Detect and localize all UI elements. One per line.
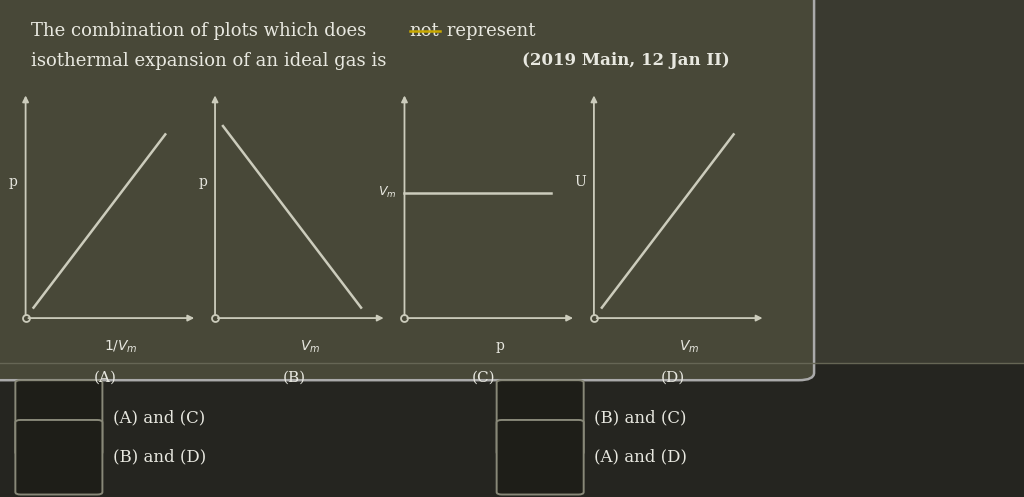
Text: $V_m$: $V_m$: [378, 185, 396, 200]
Text: (A) and (C): (A) and (C): [113, 409, 205, 426]
Bar: [0, 363, 1024, 497]
FancyBboxPatch shape: [497, 420, 584, 495]
Text: (B) and (D): (B) and (D): [113, 449, 206, 466]
Text: isothermal expansion of an ideal gas is: isothermal expansion of an ideal gas is: [31, 52, 386, 70]
FancyBboxPatch shape: [15, 420, 102, 495]
Text: represent: represent: [441, 22, 536, 40]
Text: (D): (D): [662, 370, 685, 384]
Text: The combination of plots which does: The combination of plots which does: [31, 22, 372, 40]
Text: c.: c.: [51, 449, 67, 466]
Text: p: p: [9, 175, 17, 189]
FancyBboxPatch shape: [15, 380, 102, 455]
Text: (A): (A): [93, 370, 117, 384]
Text: $V_m$: $V_m$: [300, 339, 321, 355]
Text: (A) and (D): (A) and (D): [594, 449, 687, 466]
Text: p: p: [199, 175, 207, 189]
Text: d.: d.: [532, 449, 548, 466]
Text: a.: a.: [51, 409, 67, 426]
Text: (C): (C): [472, 370, 496, 384]
Text: (B): (B): [283, 370, 306, 384]
Text: $1/V_m$: $1/V_m$: [103, 339, 138, 355]
Text: not: not: [410, 22, 439, 40]
Text: U: U: [574, 175, 586, 189]
Text: p: p: [496, 339, 504, 353]
Text: $V_m$: $V_m$: [679, 339, 699, 355]
Text: (2019 Main, 12 Jan II): (2019 Main, 12 Jan II): [522, 52, 730, 69]
FancyBboxPatch shape: [497, 380, 584, 455]
FancyBboxPatch shape: [0, 0, 814, 380]
Text: (B) and (C): (B) and (C): [594, 409, 686, 426]
Text: b.: b.: [532, 409, 548, 426]
